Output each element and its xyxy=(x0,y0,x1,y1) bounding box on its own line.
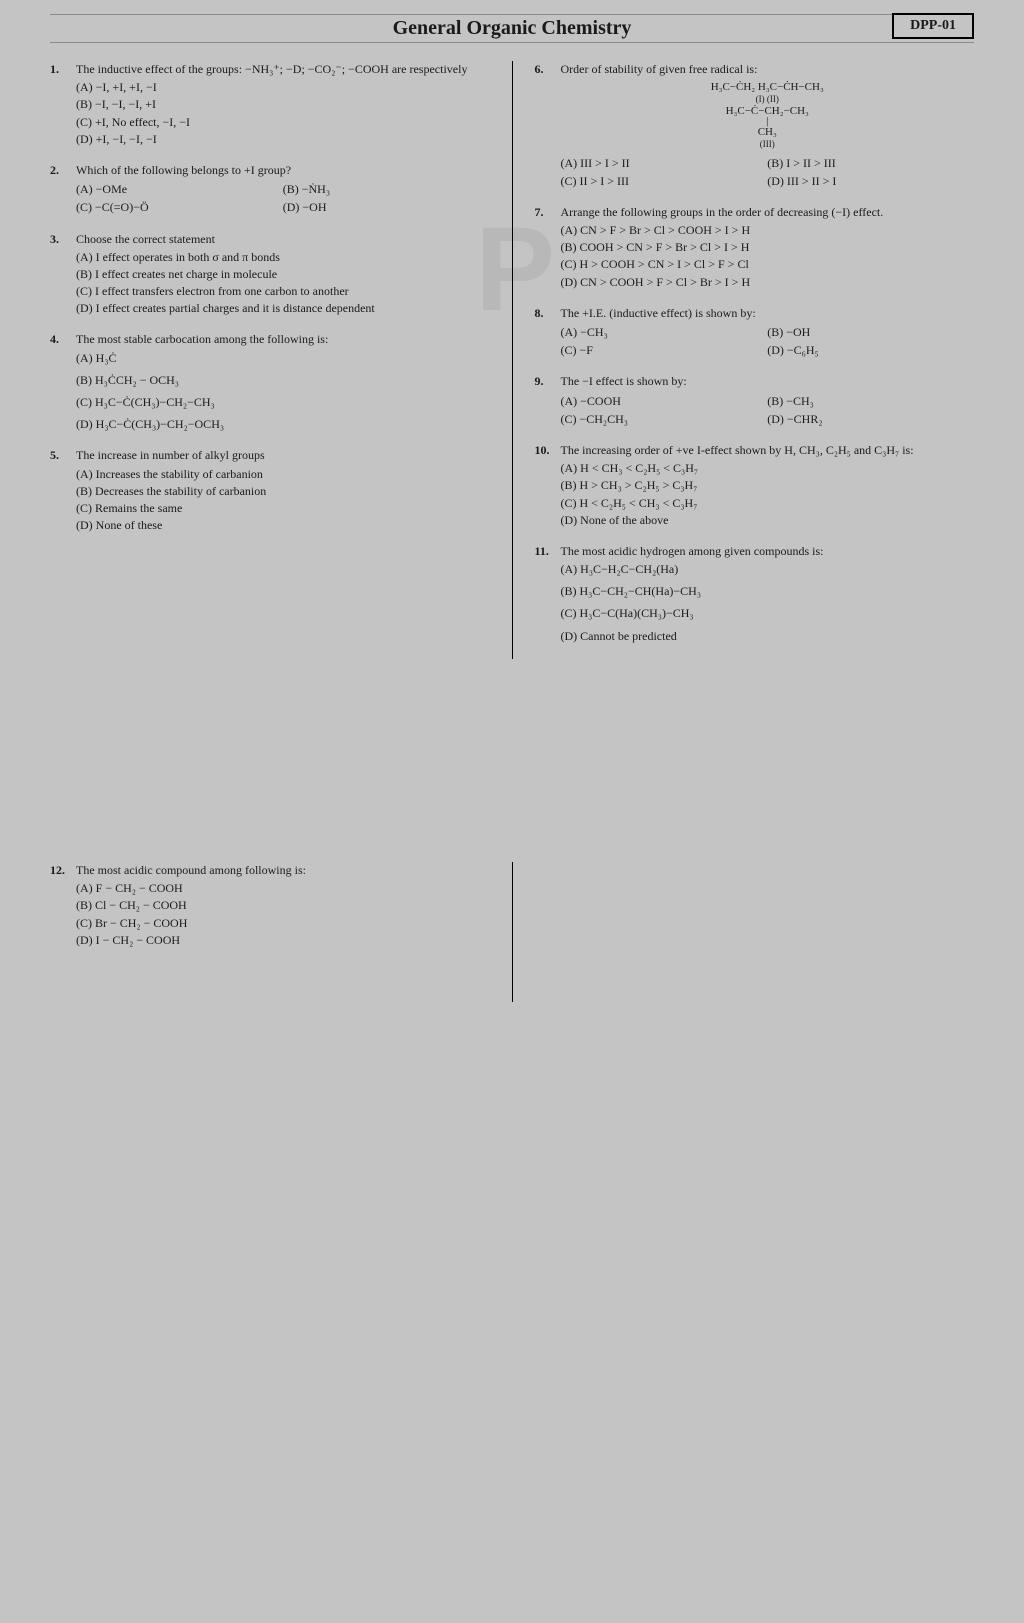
question-number: 1. xyxy=(50,61,76,148)
option-d: (D) None of the above xyxy=(561,512,975,528)
question-stem: The increasing order of +ve I-effect sho… xyxy=(561,442,975,458)
question-stem: The most acidic compound among following… xyxy=(76,862,490,878)
option-b: (B) H₃C−CH₂−CH(Ha)−CH₃ xyxy=(561,583,975,599)
option-b: (B) −OH xyxy=(767,324,974,340)
question-stem: The increase in number of alkyl groups xyxy=(76,447,490,463)
right-column xyxy=(513,862,975,1002)
option-b: (B) I effect creates net charge in molec… xyxy=(76,266,490,282)
option-b: (B) Cl − CH₂ − COOH xyxy=(76,897,490,913)
option-d: (D) CN > COOH > F > Cl > Br > I > H xyxy=(561,274,975,290)
option-d: (D) I effect creates partial charges and… xyxy=(76,300,490,316)
dpp-label: DPP-01 xyxy=(892,13,974,39)
question-number: 11. xyxy=(535,543,561,645)
option-a: (A) H < CH₃ < C₂H₅ < C₃H₇ xyxy=(561,460,975,476)
option-d: (D) −OH xyxy=(283,199,490,215)
left-column: 1. The inductive effect of the groups: −… xyxy=(50,61,512,659)
question-columns: 12. The most acidic compound among follo… xyxy=(50,862,974,1002)
question-number: 5. xyxy=(50,447,76,534)
page-title: General Organic Chemistry xyxy=(393,17,632,40)
option-b: (B) −CH₃ xyxy=(767,393,974,409)
option-d: (D) −C₆H₅ xyxy=(767,342,974,358)
question-stem: The most stable carbocation among the fo… xyxy=(76,331,490,347)
question-7: 7. Arrange the following groups in the o… xyxy=(535,204,975,291)
option-d: (D) −CHR₂ xyxy=(767,411,974,427)
right-column: 6. Order of stability of given free radi… xyxy=(513,61,975,659)
option-c: (C) −C(=O)−Ö xyxy=(76,199,283,215)
option-a: (A) I effect operates in both σ and π bo… xyxy=(76,249,490,265)
option-d: (D) Cannot be predicted xyxy=(561,628,975,644)
question-number: 9. xyxy=(535,373,561,428)
question-columns: 1. The inductive effect of the groups: −… xyxy=(50,61,974,659)
question-8: 8. The +I.E. (inductive effect) is shown… xyxy=(535,305,975,360)
page-2: 12. The most acidic compound among follo… xyxy=(0,830,1024,1330)
question-10: 10. The increasing order of +ve I-effect… xyxy=(535,442,975,529)
option-b: (B) I > II > III xyxy=(767,155,974,171)
option-b: (B) −ṄH₃ xyxy=(283,181,490,197)
question-stem: Which of the following belongs to +I gro… xyxy=(76,162,490,178)
option-a: (A) −OMe xyxy=(76,181,283,197)
question-3: 3. Choose the correct statement (A) I ef… xyxy=(50,231,490,318)
question-stem: Choose the correct statement xyxy=(76,231,490,247)
question-4: 4. The most stable carbocation among the… xyxy=(50,331,490,433)
question-number: 8. xyxy=(535,305,561,360)
question-number: 10. xyxy=(535,442,561,529)
option-d: (D) None of these xyxy=(76,517,490,533)
option-c: (C) −F xyxy=(561,342,768,358)
question-stem: Order of stability of given free radical… xyxy=(561,61,975,77)
option-c: (C) II > I > III xyxy=(561,173,768,189)
chem-structure: H₃C−ĊH₂ H₃C−ĊH−CH₃ (I) (II) H₃C−Ċ−CH₂−CH… xyxy=(561,81,975,149)
option-c: (C) H₃C−Ċ(CH₃)−CH₂−CH₃ xyxy=(76,394,490,410)
option-d: (D) I − CH₂ − COOH xyxy=(76,932,490,948)
option-a: (A) III > I > II xyxy=(561,155,768,171)
question-number: 6. xyxy=(535,61,561,190)
question-6: 6. Order of stability of given free radi… xyxy=(535,61,975,190)
option-b: (B) Decreases the stability of carbanion xyxy=(76,483,490,499)
option-c: (C) I effect transfers electron from one… xyxy=(76,283,490,299)
option-c: (C) H₃C−C(Ha)(CH₃)−CH₃ xyxy=(561,605,975,621)
left-column: 12. The most acidic compound among follo… xyxy=(50,862,512,1002)
option-d: (D) III > II > I xyxy=(767,173,974,189)
option-c: (C) Remains the same xyxy=(76,500,490,516)
option-a: (A) H₃C−H₂C−CH₂(Ha) xyxy=(561,561,975,577)
option-a: (A) F − CH₂ − COOH xyxy=(76,880,490,896)
option-a: (A) −COOH xyxy=(561,393,768,409)
page-1: P General Organic Chemistry DPP-01 1. Th… xyxy=(0,0,1024,780)
option-c: (C) H < C₂H₅ < CH₃ < C₃H₇ xyxy=(561,495,975,511)
question-2: 2. Which of the following belongs to +I … xyxy=(50,162,490,217)
option-a: (A) CN > F > Br > Cl > COOH > I > H xyxy=(561,222,975,238)
option-a: (A) −I, +I, +I, −I xyxy=(76,79,490,95)
question-1: 1. The inductive effect of the groups: −… xyxy=(50,61,490,148)
question-number: 3. xyxy=(50,231,76,318)
question-9: 9. The −I effect is shown by: (A) −COOH … xyxy=(535,373,975,428)
question-stem: The +I.E. (inductive effect) is shown by… xyxy=(561,305,975,321)
question-5: 5. The increase in number of alkyl group… xyxy=(50,447,490,534)
option-d: (D) H₃C−Ċ(CH₃)−CH₂−OCH₃ xyxy=(76,416,490,432)
question-stem: The most acidic hydrogen among given com… xyxy=(561,543,975,559)
option-b: (B) H > CH₃ > C₂H₅ > C₃H₇ xyxy=(561,477,975,493)
option-c: (C) Br − CH₂ − COOH xyxy=(76,915,490,931)
question-12: 12. The most acidic compound among follo… xyxy=(50,862,490,949)
question-number: 4. xyxy=(50,331,76,433)
option-b: (B) COOH > CN > F > Br > Cl > I > H xyxy=(561,239,975,255)
option-c: (C) −CH₂CH₃ xyxy=(561,411,768,427)
header-row: General Organic Chemistry DPP-01 xyxy=(50,14,974,43)
question-stem: The −I effect is shown by: xyxy=(561,373,975,389)
question-number: 12. xyxy=(50,862,76,949)
question-11: 11. The most acidic hydrogen among given… xyxy=(535,543,975,645)
option-d: (D) +I, −I, −I, −I xyxy=(76,131,490,147)
question-number: 2. xyxy=(50,162,76,217)
option-a: (A) −CH₃ xyxy=(561,324,768,340)
question-number: 7. xyxy=(535,204,561,291)
option-b: (B) H₃ĊCH₂ − OCH₃ xyxy=(76,372,490,388)
option-a: (A) H₃Ċ xyxy=(76,350,490,366)
question-stem: Arrange the following groups in the orde… xyxy=(561,204,975,220)
question-stem: The inductive effect of the groups: −NH₃… xyxy=(76,61,490,77)
option-b: (B) −I, −I, −I, +I xyxy=(76,96,490,112)
option-a: (A) Increases the stability of carbanion xyxy=(76,466,490,482)
option-c: (C) +I, No effect, −I, −I xyxy=(76,114,490,130)
option-c: (C) H > COOH > CN > I > Cl > F > Cl xyxy=(561,256,975,272)
